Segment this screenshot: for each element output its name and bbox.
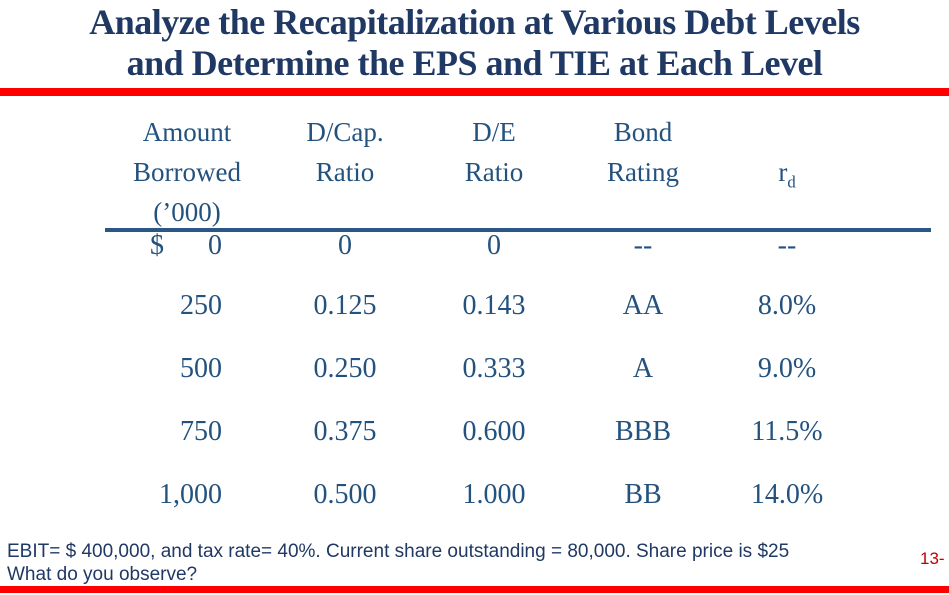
cell-bond-rating: BB bbox=[624, 478, 662, 510]
cell-rd: 8.0% bbox=[757, 289, 817, 321]
top-divider bbox=[0, 88, 949, 96]
cell-amount-borrowed: 1,000 bbox=[105, 479, 269, 511]
dollar-sign: $ bbox=[150, 230, 164, 261]
cell-rd: 11.5% bbox=[751, 415, 823, 447]
column-header-rating: Bond Rating bbox=[607, 117, 679, 187]
amount-value: 500 bbox=[180, 352, 222, 384]
table-row: $0 0 0 -- -- bbox=[105, 218, 855, 274]
cell-amount-borrowed: 250 bbox=[105, 290, 269, 322]
cell-de-ratio: 0.600 bbox=[462, 415, 526, 447]
cell-dcap-ratio: 0.500 bbox=[313, 478, 377, 510]
footnote-line-2: What do you observe? bbox=[7, 564, 198, 585]
footnote: EBIT= $ 400,000, and tax rate= 40%. Curr… bbox=[7, 540, 789, 586]
footnote-line-1: EBIT= $ 400,000, and tax rate= 40%. Curr… bbox=[7, 541, 790, 562]
amount-value: 1,000 bbox=[159, 478, 222, 510]
cell-de-ratio: 0.143 bbox=[462, 289, 526, 321]
amount-value: 750 bbox=[180, 415, 222, 447]
cell-de-ratio: 1.000 bbox=[462, 478, 526, 510]
column-header-d_cap: D/Cap. Ratio bbox=[306, 117, 384, 187]
table-row: 750 0.375 0.600 BBB 11.5% bbox=[105, 400, 855, 463]
cell-de-ratio: 0.333 bbox=[462, 352, 526, 384]
cell-dcap-ratio: 0 bbox=[338, 230, 352, 261]
table-row: 1,000 0.500 1.000 BB 14.0% bbox=[105, 463, 855, 526]
table-header: Amount Borrowed (’000) D/Cap. Ratio D/E Ratio B… bbox=[105, 112, 855, 232]
cell-bond-rating: -- bbox=[633, 230, 653, 261]
cell-de-ratio: 0 bbox=[487, 230, 501, 261]
amount-value: 0 bbox=[208, 230, 222, 261]
cell-amount-borrowed: $0 bbox=[105, 230, 269, 262]
table-header-rule bbox=[105, 228, 931, 232]
table-row: 250 0.125 0.143 AA 8.0% bbox=[105, 274, 855, 337]
cell-rd: -- bbox=[777, 230, 797, 261]
amount-value: 250 bbox=[180, 289, 222, 321]
table-row: 500 0.250 0.333 A 9.0% bbox=[105, 337, 855, 400]
column-header-d_e: D/E Ratio bbox=[464, 117, 524, 187]
cell-bond-rating: BBB bbox=[614, 415, 672, 447]
cell-bond-rating: AA bbox=[622, 289, 664, 321]
cell-dcap-ratio: 0.250 bbox=[313, 352, 377, 384]
table-body: $0 0 0 -- -- 250 0.125 0.143 AA 8.0% 500 0.250 0.333… bbox=[105, 218, 855, 526]
cell-rd: 9.0% bbox=[757, 352, 817, 384]
cell-bond-rating: A bbox=[632, 352, 654, 384]
title-line-2: and Determine the EPS and TIE at Each Le… bbox=[126, 43, 823, 83]
page-number: 13- bbox=[920, 549, 945, 568]
column-header-rd: rd bbox=[778, 157, 796, 192]
cell-rd: 14.0% bbox=[750, 478, 824, 510]
slide-title: Analyze the Recapitalization at Various … bbox=[0, 2, 949, 84]
cell-amount-borrowed: 750 bbox=[105, 416, 269, 448]
bottom-divider bbox=[0, 586, 949, 593]
title-line-1: Analyze the Recapitalization at Various … bbox=[89, 2, 860, 42]
cell-dcap-ratio: 0.125 bbox=[313, 289, 377, 321]
column-header-amount: Amount Borrowed (’000) bbox=[133, 117, 241, 227]
cell-dcap-ratio: 0.375 bbox=[313, 415, 377, 447]
cell-amount-borrowed: 500 bbox=[105, 353, 269, 385]
